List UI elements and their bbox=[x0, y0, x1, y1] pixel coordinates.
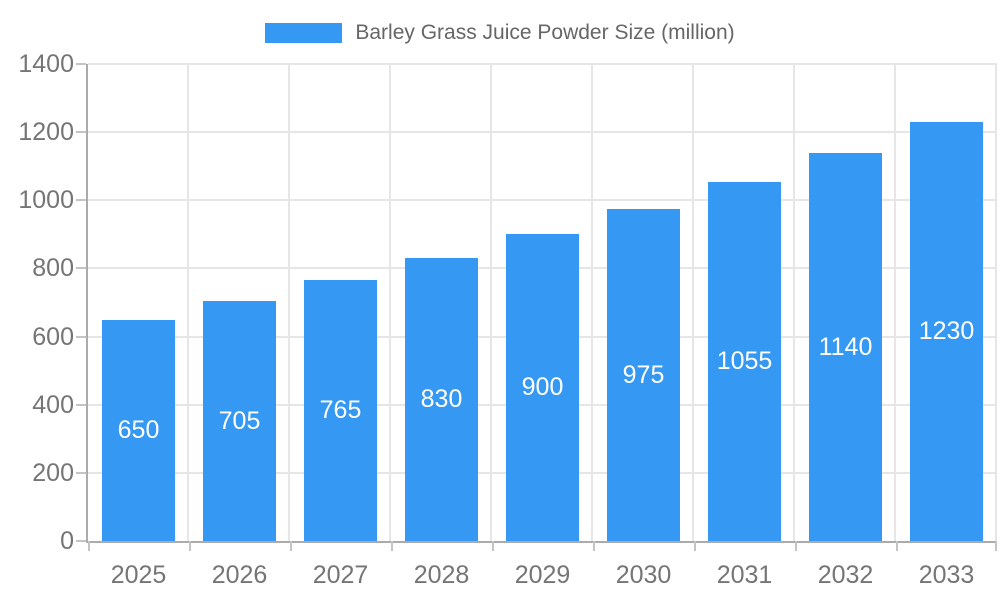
gridline-horizontal bbox=[88, 63, 997, 65]
bar-2026[interactable] bbox=[203, 301, 276, 541]
x-axis-label: 2026 bbox=[211, 561, 268, 589]
x-axis-label: 2025 bbox=[110, 561, 167, 589]
x-axis-label: 2027 bbox=[312, 561, 369, 589]
x-axis-tick bbox=[694, 541, 696, 551]
bar-2025[interactable] bbox=[102, 320, 175, 541]
y-axis-tick bbox=[76, 335, 86, 338]
gridline-horizontal bbox=[88, 131, 997, 134]
y-axis-tick bbox=[76, 63, 86, 65]
gridline-horizontal bbox=[88, 199, 997, 202]
y-axis-tick bbox=[76, 199, 86, 202]
y-axis-tick bbox=[76, 540, 86, 542]
legend-item[interactable]: Barley Grass Juice Powder Size (million) bbox=[0, 20, 1000, 46]
y-axis-line bbox=[86, 64, 88, 541]
gridline-vertical bbox=[591, 64, 593, 541]
bar-2028[interactable] bbox=[405, 258, 478, 541]
y-axis-label: 200 bbox=[32, 458, 74, 487]
gridline-vertical bbox=[187, 64, 189, 541]
y-axis-tick bbox=[76, 131, 86, 134]
y-axis-label: 0 bbox=[60, 527, 74, 555]
x-axis-tick bbox=[189, 541, 191, 551]
y-axis-label: 1400 bbox=[18, 50, 74, 78]
bar-2031[interactable] bbox=[708, 182, 781, 541]
bar-2027[interactable] bbox=[304, 280, 377, 541]
x-axis-tick bbox=[88, 541, 90, 551]
gridline-vertical bbox=[995, 64, 997, 541]
legend-label[interactable]: Barley Grass Juice Powder Size (million) bbox=[355, 21, 735, 44]
gridline-vertical bbox=[490, 64, 492, 541]
bar-2030[interactable] bbox=[607, 209, 680, 541]
x-axis-label: 2033 bbox=[918, 561, 975, 589]
x-axis-label: 2030 bbox=[615, 561, 672, 589]
x-axis-tick bbox=[995, 541, 997, 551]
gridline-vertical bbox=[894, 64, 896, 541]
x-axis-label: 2028 bbox=[413, 561, 470, 589]
y-axis-label: 1000 bbox=[18, 186, 74, 215]
gridline-vertical bbox=[389, 64, 391, 541]
bar-2032[interactable] bbox=[809, 153, 882, 541]
plot-area: 650 705 765 830 900 975 1055 1140 1230 bbox=[86, 63, 997, 543]
bar-2029[interactable] bbox=[506, 234, 579, 541]
gridline-vertical bbox=[793, 64, 795, 541]
y-axis-label: 400 bbox=[32, 390, 74, 419]
x-axis-label: 2032 bbox=[817, 561, 874, 589]
y-axis-tick bbox=[76, 267, 86, 270]
x-axis-tick bbox=[391, 541, 393, 551]
x-axis-tick bbox=[492, 541, 494, 551]
x-axis-label: 2031 bbox=[716, 561, 773, 589]
x-axis-tick bbox=[593, 541, 595, 551]
y-axis-label: 800 bbox=[32, 254, 74, 283]
gridline-vertical bbox=[692, 64, 694, 541]
y-axis-tick bbox=[76, 471, 86, 474]
x-axis-label: 2029 bbox=[514, 561, 571, 589]
y-axis-label: 1200 bbox=[18, 118, 74, 147]
y-axis-label: 600 bbox=[32, 322, 74, 351]
x-axis-tick bbox=[290, 541, 292, 551]
x-axis-tick bbox=[795, 541, 797, 551]
gridline-vertical bbox=[288, 64, 290, 541]
x-axis-tick bbox=[896, 541, 898, 551]
bar-2033[interactable] bbox=[910, 122, 983, 541]
legend-swatch[interactable] bbox=[265, 23, 343, 43]
x-axis-line bbox=[86, 541, 997, 543]
y-axis-tick bbox=[76, 403, 86, 406]
